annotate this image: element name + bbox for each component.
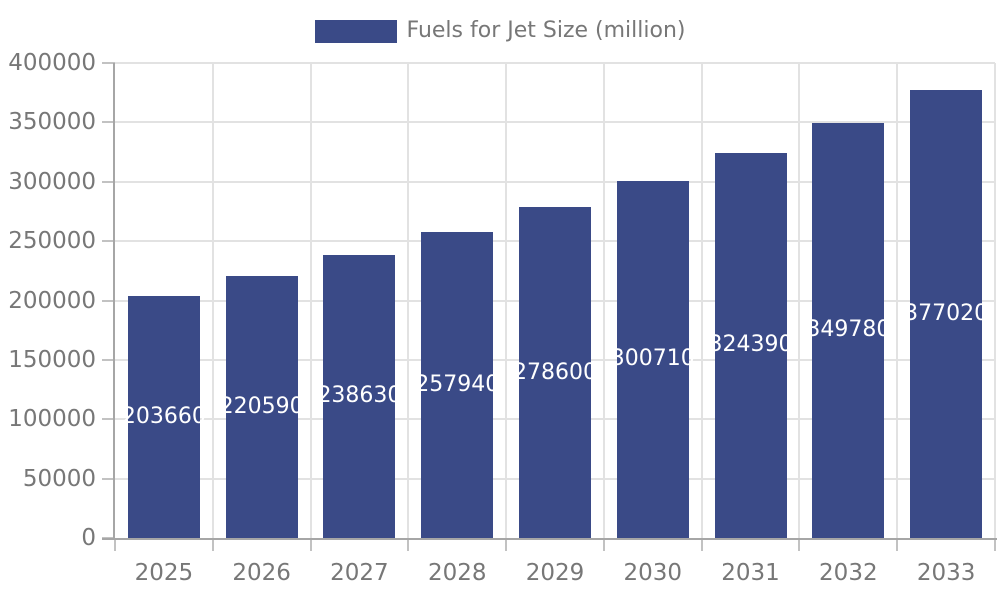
gridline-vertical	[798, 63, 801, 538]
gridline-horizontal	[115, 121, 995, 124]
x-axis-tick	[407, 540, 410, 551]
gridline-vertical	[602, 63, 605, 538]
legend-label: Fuels for Jet Size (million)	[406, 18, 686, 43]
x-tick-label: 2026	[232, 560, 291, 586]
x-axis-tick	[114, 540, 116, 551]
bar-value-label: 238630	[317, 383, 402, 409]
x-axis-tick	[602, 540, 605, 551]
y-axis-tick	[102, 121, 115, 124]
bar-value-label: 324390	[708, 332, 793, 358]
y-tick-label: 100000	[8, 406, 96, 433]
gridline-horizontal	[115, 180, 995, 183]
y-axis-tick	[102, 477, 115, 480]
bar-value-label: 349780	[806, 317, 891, 343]
x-tick-label: 2027	[330, 560, 389, 586]
y-axis-tick	[102, 62, 115, 64]
x-tick-label: 2031	[721, 560, 780, 586]
x-axis-tick	[309, 540, 312, 551]
x-axis-line	[102, 538, 997, 540]
gridline-vertical	[700, 63, 703, 538]
bar-2026	[225, 276, 298, 538]
bar-2029	[519, 207, 591, 538]
x-tick-label: 2033	[916, 560, 976, 586]
y-axis-tick	[102, 358, 115, 361]
x-axis-tick	[798, 540, 801, 551]
y-tick-label: 50000	[22, 465, 96, 492]
x-axis-tick	[994, 540, 996, 551]
bar-value-label: 278600	[513, 359, 597, 385]
y-tick-label: 0	[81, 525, 96, 551]
bar-value-label: 300710	[610, 346, 695, 372]
x-tick-label: 2029	[525, 560, 585, 586]
bar-value-label: 377020	[904, 301, 989, 327]
bar-2033	[910, 90, 983, 538]
x-tick-label: 2030	[623, 560, 683, 586]
y-tick-label: 150000	[8, 346, 96, 373]
y-tick-label: 300000	[8, 168, 96, 195]
gridline-vertical	[407, 63, 410, 538]
gridline-vertical	[896, 63, 899, 538]
bar-value-label: 257940	[415, 371, 500, 397]
y-axis-tick	[102, 240, 115, 243]
x-tick-label: 2032	[819, 560, 878, 586]
gridline-vertical	[309, 63, 312, 538]
bar-value-label: 220590	[219, 394, 304, 420]
bar-2032	[812, 122, 885, 538]
gridline-horizontal	[115, 62, 995, 64]
x-axis-tick	[700, 540, 703, 551]
y-axis-tick	[102, 299, 115, 302]
bar-value-label: 203660	[121, 404, 206, 430]
x-tick-label: 2025	[134, 560, 194, 586]
y-axis-tick	[102, 180, 115, 183]
bar-2031	[714, 152, 787, 538]
y-tick-label: 250000	[8, 228, 96, 255]
y-tick-label: 350000	[8, 109, 96, 136]
x-axis-tick	[896, 540, 899, 551]
bar-2030	[616, 180, 689, 538]
gridline-vertical	[211, 63, 214, 538]
x-axis-tick	[505, 540, 508, 551]
y-axis-line	[113, 63, 115, 540]
gridline-vertical	[994, 63, 996, 538]
legend: Fuels for Jet Size (million)	[0, 18, 1000, 44]
bar-2027	[323, 254, 396, 538]
y-axis-tick	[102, 418, 115, 421]
bar-2025	[127, 296, 200, 538]
gridline-vertical	[505, 63, 508, 538]
y-tick-label: 200000	[8, 287, 96, 314]
bar-2028	[421, 231, 494, 538]
legend-swatch	[314, 19, 397, 43]
y-tick-label: 400000	[8, 50, 96, 76]
x-axis-tick	[211, 540, 214, 551]
x-tick-label: 2028	[427, 560, 487, 586]
